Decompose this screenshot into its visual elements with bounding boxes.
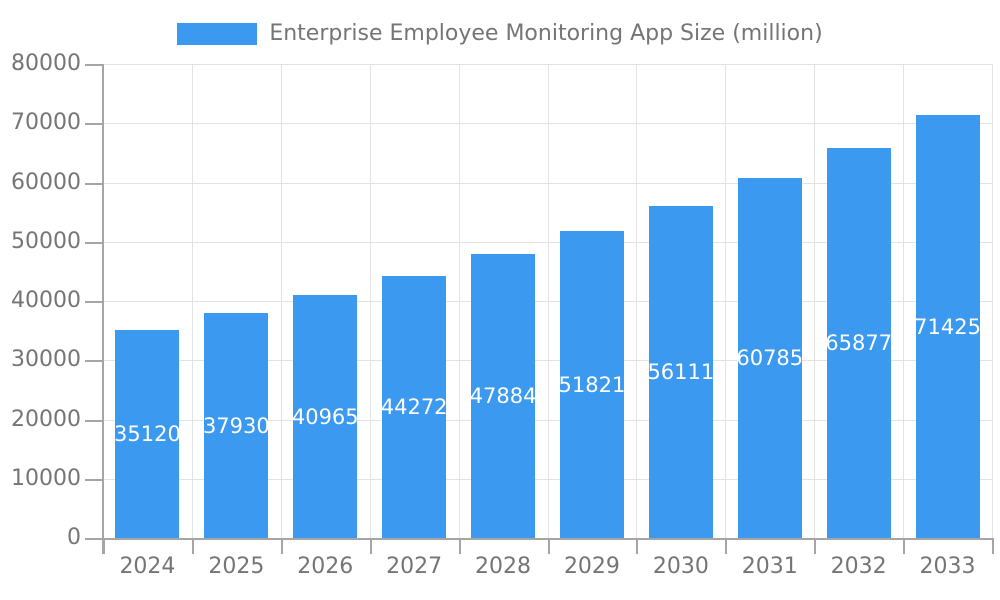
bar-value-label: 60785 [736,346,804,370]
bar-2028: 47884 [469,254,537,538]
x-axis-tick [103,538,105,554]
y-tick-label: 50000 [11,228,81,254]
x-axis-tick [191,538,194,554]
bar-value-label: 40965 [291,404,359,429]
x-axis-tick [903,538,906,554]
y-axis-line [102,64,104,554]
y-axis-tick [85,478,103,481]
x-axis-tick [547,538,550,554]
y-axis-tick [85,182,103,185]
gridline-vertical [458,64,460,538]
bar-2025: 37930 [202,313,270,538]
gridline-vertical [191,64,193,538]
bar-2033: 71425 [914,115,981,538]
x-axis-line [85,538,992,540]
bar-value-label: 35120 [114,422,181,446]
gridline-vertical [903,64,905,538]
x-tick-label-2026: 2026 [297,554,354,579]
bar-value-label: 71425 [914,314,981,339]
x-tick-label-2033: 2033 [919,554,976,579]
y-tick-label: 10000 [11,465,81,491]
bar-value-label: 44272 [380,395,448,419]
bar-value-label: 51821 [558,372,626,397]
bar-value-label: 47884 [469,384,537,408]
bar-2032: 65877 [825,148,893,538]
y-tick-label: 60000 [11,169,81,195]
x-axis-tick [814,538,817,554]
y-axis-tick [85,241,103,244]
y-tick-label: 40000 [11,288,81,313]
legend-label: Enterprise Employee Monitoring App Size … [269,21,823,46]
x-tick-label-2030: 2030 [652,554,709,579]
x-axis-tick [458,538,461,554]
gridline-vertical [992,64,993,538]
bar-2030: 56111 [647,206,715,538]
gridline-vertical [725,64,727,538]
bar-2031: 60785 [736,178,804,538]
x-tick-label-2032: 2032 [830,554,887,579]
x-tick-label-2028: 2028 [475,554,532,579]
bar-2029: 51821 [558,231,626,538]
x-axis-tick [725,538,728,554]
bar-value-label: 37930 [202,413,270,438]
x-tick-label-2031: 2031 [741,554,798,579]
x-tick-label-2029: 2029 [563,554,620,579]
gridline-vertical [369,64,371,538]
y-tick-label: 70000 [11,110,81,136]
y-axis-tick [85,64,103,66]
legend-swatch [177,22,258,45]
x-axis-tick [369,538,372,554]
x-tick-label-2025: 2025 [208,554,265,579]
y-tick-label: 80000 [11,51,81,76]
x-axis-tick [992,538,994,554]
gridline-vertical [636,64,638,538]
bar-2024: 35120 [114,330,181,538]
gridline-vertical [280,64,282,538]
gridline-vertical [814,64,816,538]
bar-value-label: 65877 [825,331,893,355]
y-tick-label: 30000 [11,347,81,373]
bar-2027: 44272 [380,276,448,538]
y-axis-tick [85,360,103,363]
y-axis-tick [85,301,103,303]
x-axis-tick [280,538,283,554]
bar-2026: 40965 [291,295,359,538]
x-axis-tick [636,538,639,554]
y-axis-tick [85,123,103,126]
x-tick-label-2024: 2024 [119,554,176,579]
gridline-vertical [547,64,549,538]
y-tick-label: 20000 [11,406,81,432]
bar-value-label: 56111 [647,360,715,384]
y-axis-tick [85,419,103,422]
y-tick-label: 0 [67,525,81,550]
legend: Enterprise Employee Monitoring App Size … [0,21,1000,46]
x-tick-label-2027: 2027 [386,554,443,579]
